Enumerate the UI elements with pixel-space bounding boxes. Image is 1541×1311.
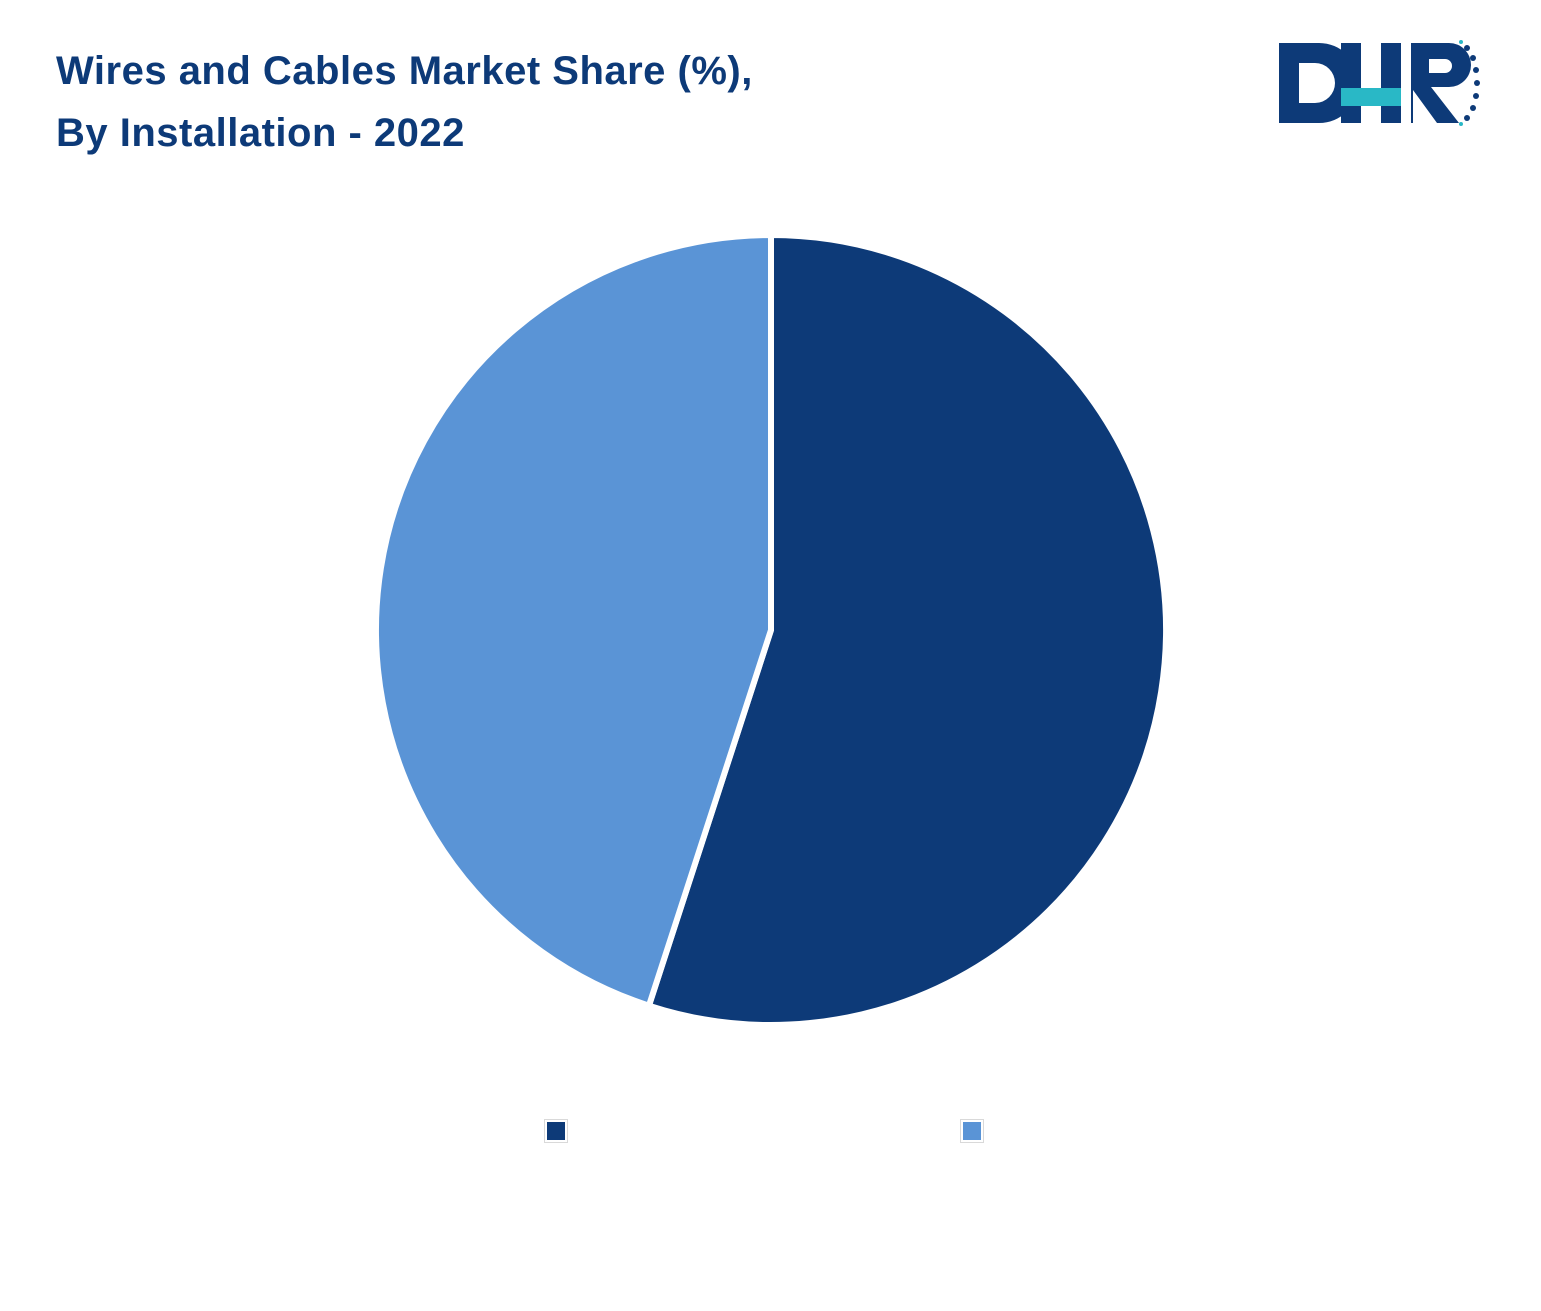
- chart-title-line1: Wires and Cables Market Share (%),: [56, 40, 753, 102]
- legend-swatch-0: [545, 1120, 567, 1142]
- legend-item-1: [961, 1120, 997, 1142]
- pie-svg: [361, 220, 1181, 1040]
- legend-item-0: [545, 1120, 581, 1142]
- dhr-logo: [1271, 28, 1481, 138]
- legend-swatch-1: [961, 1120, 983, 1142]
- chart-title-block: Wires and Cables Market Share (%), By In…: [56, 40, 753, 164]
- pie-chart: [361, 220, 1181, 1040]
- chart-title-line2: By Installation - 2022: [56, 102, 753, 164]
- legend: [0, 1120, 1541, 1142]
